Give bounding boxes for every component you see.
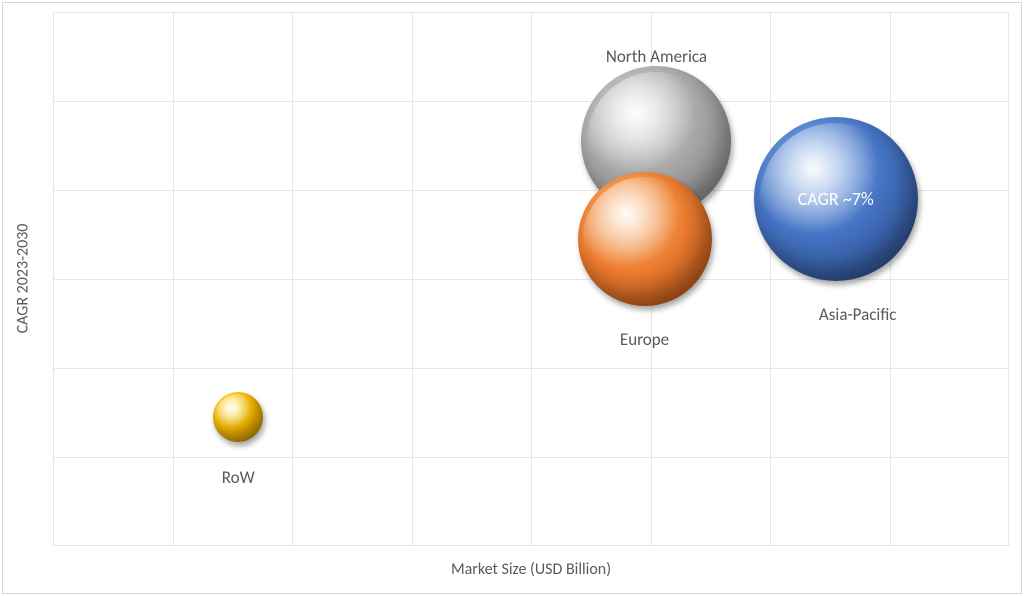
bubble-europe — [578, 172, 712, 306]
bubble-label: Asia-Pacific — [819, 304, 897, 325]
y-axis-label: CAGR 2023-2030 — [14, 12, 33, 546]
bubble-label: North America — [606, 46, 707, 67]
grid-line-h — [53, 368, 1009, 369]
grid-line-h — [53, 457, 1009, 458]
grid-line-h — [53, 279, 1009, 280]
bubble-label: RoW — [222, 467, 255, 488]
bubble-row — [213, 392, 263, 442]
grid-line-h — [53, 101, 1009, 102]
bubble-label: Europe — [620, 329, 669, 350]
x-axis-label: Market Size (USD Billion) — [53, 560, 1009, 579]
plot-area — [53, 12, 1009, 546]
bubble-inner-label: CAGR ~7% — [798, 188, 874, 210]
